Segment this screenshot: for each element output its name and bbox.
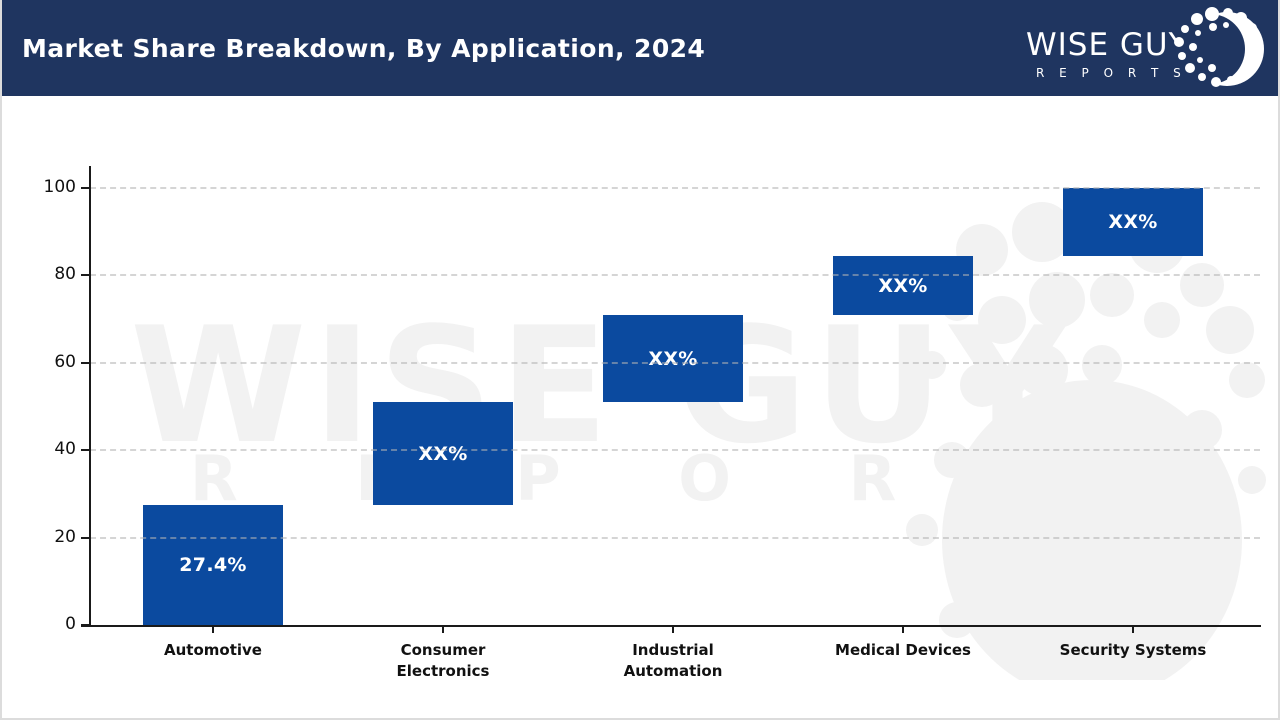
gridline-60 xyxy=(90,361,1260,364)
category-label-line: Automation xyxy=(623,662,723,680)
x-tick-mark-2 xyxy=(672,627,674,633)
category-label-1: Consumer Electronics xyxy=(343,640,543,682)
x-tick-mark-3 xyxy=(902,627,904,633)
watermark-wiseguy-text: WISE GUY xyxy=(130,292,1072,479)
x-tick-mark-4 xyxy=(1132,627,1134,633)
bar-value-label: XX% xyxy=(878,274,928,297)
bar-value-label: XX% xyxy=(418,442,468,465)
bar-industrial-automation: XX% xyxy=(603,315,743,402)
y-tick-label-20: 20 xyxy=(54,526,76,547)
bar-security-systems: XX% xyxy=(1063,187,1203,256)
category-label-line: Medical Devices xyxy=(835,641,971,659)
gridline-100 xyxy=(90,186,1260,189)
logo-line2: R E P O R T S xyxy=(1036,66,1186,80)
category-label-line: Consumer xyxy=(400,641,486,659)
y-axis-spine xyxy=(89,166,91,627)
wiseguy-head-icon xyxy=(1174,7,1264,87)
bar-value-label: 27.4% xyxy=(179,554,247,577)
page-title: Market Share Breakdown, By Application, … xyxy=(22,33,706,63)
header-bar: Market Share Breakdown, By Application, … xyxy=(2,0,1278,96)
bar-value-label: XX% xyxy=(648,347,698,370)
wiseguy-logo: WISE GUY R E P O R T S xyxy=(1020,5,1268,91)
category-label-line: Automotive xyxy=(164,641,262,659)
y-tick-mark-100 xyxy=(81,186,90,189)
bar-consumer-electronics: XX% xyxy=(373,401,513,506)
y-tick-label-100: 100 xyxy=(43,176,76,197)
bar-medical-devices: XX% xyxy=(833,255,973,316)
y-tick-label-40: 40 xyxy=(54,439,76,459)
category-label-line: Electronics xyxy=(396,662,490,680)
y-tick-mark-20 xyxy=(81,536,90,539)
y-tick-label-0: 0 xyxy=(65,614,76,634)
logo-line1: WISE GUY xyxy=(1026,27,1189,63)
category-label-4: Security Systems xyxy=(1033,640,1233,661)
bar-value-label: XX% xyxy=(1108,210,1158,233)
gridline-80 xyxy=(90,274,1260,276)
wiseguy-logo-text: WISE GUY R E P O R T S xyxy=(1026,27,1189,80)
category-label-0: Automotive xyxy=(113,640,313,661)
y-tick-label-60: 60 xyxy=(54,351,76,372)
x-tick-mark-0 xyxy=(212,627,214,633)
bar-automotive: 27.4% xyxy=(143,505,283,625)
y-tick-mark-40 xyxy=(81,449,90,451)
gridline-20 xyxy=(90,536,1260,539)
category-label-2: Industrial Automation xyxy=(573,640,773,682)
y-tick-label-80: 80 xyxy=(54,264,76,284)
category-label-line: Industrial xyxy=(632,641,714,659)
category-label-line: Security Systems xyxy=(1059,641,1207,659)
y-tick-mark-80 xyxy=(81,274,90,276)
x-tick-mark-1 xyxy=(442,627,444,633)
gridline-40 xyxy=(90,449,1260,451)
category-label-3: Medical Devices xyxy=(803,640,1003,661)
x-axis-spine xyxy=(81,625,1261,627)
y-tick-mark-60 xyxy=(81,361,90,364)
